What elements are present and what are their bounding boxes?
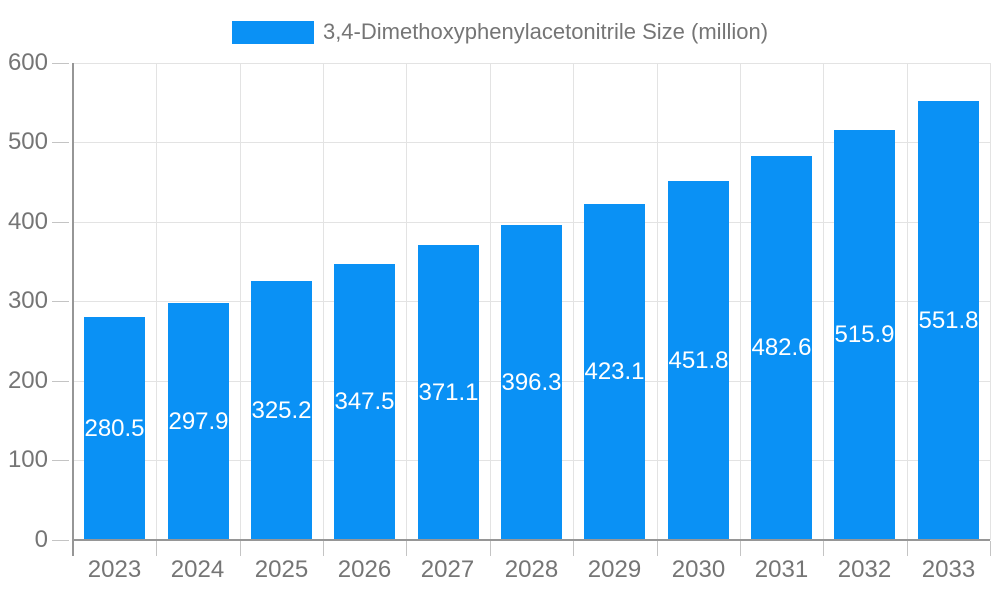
x-axis-tick-label: 2028 [504, 556, 559, 583]
h-gridline [73, 63, 990, 64]
y-tick [52, 540, 69, 541]
y-tick [52, 381, 69, 382]
y-tick [52, 222, 69, 223]
y-axis-tick-label: 200 [7, 367, 48, 394]
y-tick [52, 460, 69, 461]
bar[interactable]: 280.5 [84, 317, 145, 540]
x-axis-tick-label: 2030 [671, 556, 726, 583]
y-tick [52, 301, 69, 302]
h-gridline [73, 142, 990, 143]
bar[interactable]: 515.9 [834, 130, 895, 540]
legend-swatch [231, 20, 314, 44]
bar[interactable]: 451.8 [668, 181, 729, 540]
legend-label: 3,4-Dimethoxyphenylacetonitrile Size (mi… [322, 19, 769, 44]
plot-area: 280.5 297.9 325.2 347.5 371.1 396.3 423.1 451.8… [73, 63, 991, 540]
bar[interactable]: 551.8 [918, 101, 979, 540]
y-tick [52, 63, 69, 64]
bar-value-label: 423.1 [584, 358, 645, 385]
v-gridline [156, 63, 157, 540]
y-axis-tick-label: 300 [7, 287, 48, 314]
v-gridline [573, 63, 574, 540]
y-axis-tick-label: 600 [7, 49, 48, 76]
v-gridline [240, 63, 241, 540]
v-gridline [657, 63, 658, 540]
bar[interactable]: 423.1 [584, 204, 645, 540]
bar-value-label: 280.5 [84, 414, 145, 442]
v-gridline [323, 63, 324, 540]
x-axis-tick-label: 2031 [754, 556, 809, 583]
x-tick [72, 541, 74, 556]
bar[interactable]: 297.9 [168, 303, 229, 540]
h-gridline [73, 222, 990, 223]
x-axis-tick-label: 2023 [87, 556, 142, 583]
y-axis-tick-label: 0 [34, 526, 48, 553]
bar[interactable]: 325.2 [251, 281, 312, 540]
chart-legend[interactable]: 3,4-Dimethoxyphenylacetonitrile Size (mi… [0, 19, 1000, 45]
y-axis-tick-label: 400 [7, 208, 48, 235]
x-tick [406, 541, 407, 556]
v-gridline [823, 63, 824, 540]
x-axis-tick-label: 2026 [337, 556, 392, 583]
y-axis-tick-label: 500 [7, 128, 48, 155]
x-tick [740, 541, 741, 556]
x-tick [240, 541, 241, 556]
bar-value-label: 551.8 [918, 306, 979, 334]
x-axis-tick-label: 2027 [420, 556, 475, 583]
x-axis-tick-label: 2033 [921, 556, 976, 583]
x-tick [573, 541, 574, 556]
v-gridline [990, 63, 991, 540]
x-tick [657, 541, 658, 556]
y-tick [52, 142, 69, 143]
bar-value-label: 325.2 [251, 396, 312, 424]
bar-value-label: 482.6 [751, 334, 812, 361]
x-tick [156, 541, 157, 556]
v-gridline [406, 63, 407, 540]
bar-value-label: 515.9 [834, 321, 895, 348]
x-tick [907, 541, 908, 556]
bar[interactable]: 396.3 [501, 225, 562, 540]
bar[interactable]: 371.1 [418, 245, 479, 540]
x-tick [490, 541, 491, 556]
x-tick [323, 541, 324, 556]
bar-value-label: 371.1 [418, 378, 479, 406]
x-axis-tick-label: 2029 [587, 556, 642, 583]
x-axis-tick-label: 2032 [837, 556, 892, 583]
x-axis-tick-label: 2025 [254, 556, 309, 583]
x-axis-line [72, 539, 990, 541]
bar-value-label: 396.3 [501, 368, 562, 396]
bar-value-label: 297.9 [168, 407, 229, 435]
bar[interactable]: 482.6 [751, 156, 812, 540]
x-tick [990, 541, 991, 556]
v-gridline [490, 63, 491, 540]
v-gridline [907, 63, 908, 540]
bar-value-label: 451.8 [668, 346, 729, 374]
y-axis-tick-label: 100 [7, 446, 48, 473]
bar[interactable]: 347.5 [334, 264, 395, 540]
x-tick [823, 541, 824, 556]
x-axis-tick-label: 2024 [170, 556, 225, 583]
bar-value-label: 347.5 [334, 388, 395, 415]
v-gridline [740, 63, 741, 540]
y-axis-line [72, 63, 74, 540]
